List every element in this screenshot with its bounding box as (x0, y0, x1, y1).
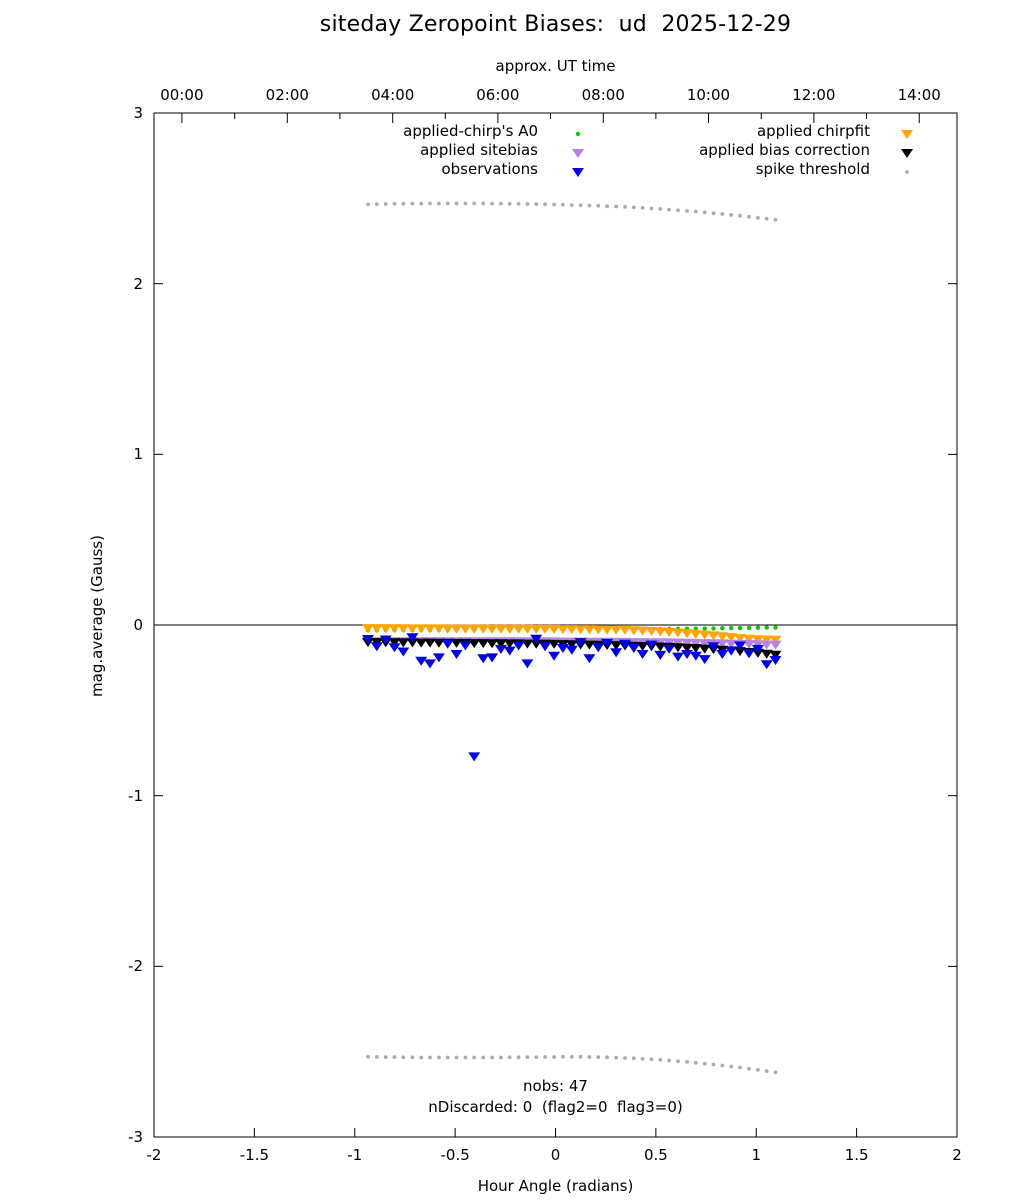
legend-label-applied-chirpfit: applied chirpfit (756, 122, 870, 140)
legend-label-applied-sitebias: applied sitebias (420, 141, 538, 159)
top-axis-tick-label: 04:00 (371, 86, 415, 104)
legend-label-spike-threshold: spike threshold (755, 160, 870, 178)
x-axis-tick-label: 0.5 (643, 1146, 668, 1164)
x-axis-tick-label: -1 (347, 1146, 363, 1164)
x-axis-title: Hour Angle (radians) (477, 1177, 634, 1195)
top-axis-tick-label: 08:00 (581, 86, 625, 104)
y-axis-tick-label: 2 (133, 274, 143, 293)
legend-marker-sitebias-triangle-icon (571, 144, 585, 158)
nobs-annotation: nobs: 47 (523, 1077, 588, 1095)
legend-label-applied-chirps-a0: applied-chirp's A0 (403, 122, 538, 140)
y-axis-tick-label: -3 (128, 1128, 143, 1146)
top-axis-tick-label: 00:00 (160, 86, 204, 104)
x-axis-tick-label: -2 (146, 1146, 162, 1164)
y-axis-tick-label: 1 (133, 445, 143, 464)
top-axis-tick-label: 12:00 (792, 86, 836, 104)
y-axis-tick-label: -2 (128, 957, 143, 976)
top-axis-tick-label: 10:00 (686, 86, 731, 104)
top-axis-tick-label: 06:00 (476, 86, 520, 104)
x-axis-tick-label: 0 (550, 1146, 561, 1164)
x-axis-tick-label: 1.5 (844, 1146, 869, 1164)
chart-title: siteday Zeropoint Biases: ud 2025-12-29 (319, 12, 792, 37)
y-axis-tick-label: 3 (133, 104, 143, 122)
top-axis-title: approx. UT time (495, 57, 616, 75)
x-axis-tick-label: -1.5 (239, 1146, 270, 1164)
x-axis-tick-label: -0.5 (440, 1146, 470, 1164)
y-axis-title: mag.average (Gauss) (88, 535, 106, 697)
y-axis-tick-label: 0 (133, 616, 143, 634)
legend-label-applied-bias-correction: applied bias correction (699, 141, 870, 159)
legend-marker-spike-threshold-dot-icon (900, 163, 914, 175)
x-axis-tick-label: 2 (952, 1146, 962, 1164)
ndiscarded-annotation: nDiscarded: 0 (flag2=0 flag3=0) (428, 1098, 683, 1116)
legend-marker-bias-correction-triangle-icon (900, 144, 914, 158)
top-axis-tick-label: 02:00 (265, 86, 309, 104)
top-axis-tick-label: 14:00 (897, 86, 941, 104)
legend-label-observations: observations (441, 160, 538, 178)
legend-marker-chirpfit-triangle-icon (900, 125, 914, 139)
legend-marker-observations-triangle-icon (571, 163, 585, 177)
y-axis-tick-label: -1 (128, 786, 143, 805)
legend-marker-a0-dot-icon (571, 125, 585, 137)
x-axis-tick-label: 1 (751, 1146, 762, 1164)
